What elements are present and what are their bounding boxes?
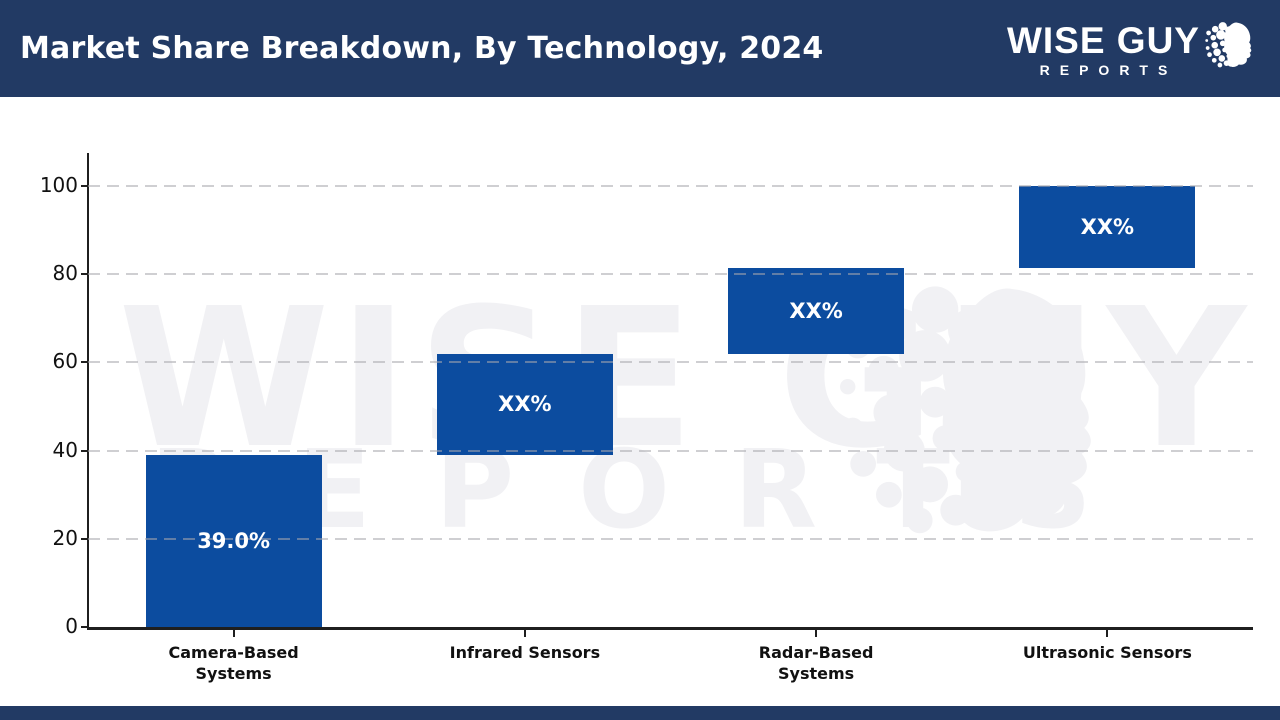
grid-line [88,449,1253,452]
y-axis-spine [87,153,89,630]
y-tick-label: 60 [52,349,78,374]
wiseguy-logo-head-icon [1202,6,1268,96]
y-tick [81,361,88,364]
grid-line [88,361,1253,364]
y-tick [81,537,88,540]
bar-value-label: 39.0% [197,528,271,553]
x-axis-label-line: Radar-Based [758,643,874,662]
x-axis-spine [87,627,1253,630]
y-tick-label: 100 [39,173,78,197]
grid-line [88,273,1253,276]
x-axis-label: Radar-Based Systems [696,642,936,684]
x-tick [1106,630,1109,637]
y-tick [81,273,88,276]
bar [145,455,322,627]
footer-bar [0,706,1280,720]
grid-line [88,185,1253,187]
y-tick [81,449,88,452]
bar-value-label: XX% [498,392,552,417]
x-axis-label: Infrared Sensors [405,642,645,663]
y-tick-label: 40 [52,437,78,462]
wiseguy-logo-text: WISE GUY REPORTS [1006,20,1200,79]
bar [728,267,905,354]
wiseguy-logo: WISE GUY REPORTS [1007,4,1268,96]
y-tick [81,626,88,628]
x-axis-label-line: Infrared Sensors [449,643,601,662]
bar [1019,186,1196,268]
x-tick [523,630,526,637]
x-tick [232,630,235,637]
x-axis-label-line: Systems [778,664,855,683]
x-tick [815,630,818,637]
grid-line [88,537,1253,540]
x-axis-label: Camera-Based Systems [114,642,354,684]
x-axis-label-line: Camera-Based [168,643,299,662]
x-axis-label-line: Systems [195,664,272,683]
y-tick-label: 0 [65,614,78,638]
wiseguy-logo-reports: REPORTS [1039,62,1178,78]
wiseguy-logo-name: WISE GUY [1006,20,1200,61]
x-axis-label: Ultrasonic Sensors [987,642,1227,663]
y-tick-label: 80 [52,261,78,286]
y-tick [81,185,88,187]
bar-value-label: XX% [789,298,843,323]
header-bar: Market Share Breakdown, By Technology, 2… [0,0,1280,97]
page-title: Market Share Breakdown, By Technology, 2… [20,31,824,66]
bar-value-label: XX% [1080,214,1135,239]
bar [436,353,613,455]
y-tick-label: 20 [52,525,78,550]
x-axis-label-line: Ultrasonic Sensors [1022,643,1192,662]
